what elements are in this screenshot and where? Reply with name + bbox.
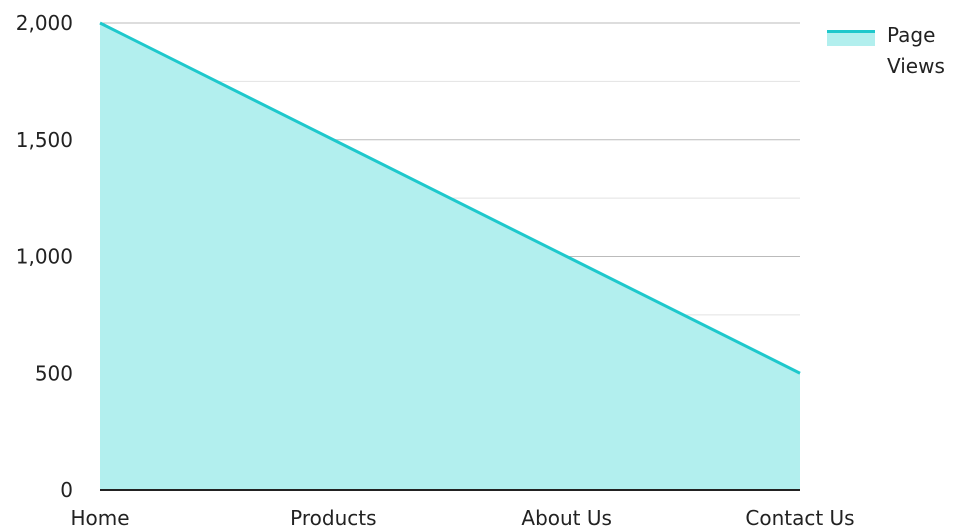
series-area-page-views: [100, 23, 800, 490]
legend-label: Views: [887, 54, 945, 78]
y-tick-label: 500: [35, 361, 73, 385]
y-tick-label: 2,000: [16, 11, 73, 35]
x-tick-label: About Us: [521, 506, 612, 530]
x-tick-label: Home: [70, 506, 129, 530]
y-tick-label: 1,000: [16, 245, 73, 269]
legend-label: Page: [887, 23, 935, 47]
legend[interactable]: Page Views: [827, 23, 945, 78]
x-tick-label: Products: [290, 506, 376, 530]
y-tick-label: 1,500: [16, 128, 73, 152]
x-tick-label: Contact Us: [745, 506, 854, 530]
legend-swatch-fill: [827, 31, 875, 46]
x-axis-ticks: Home Products About Us Contact Us: [70, 506, 854, 530]
series-line-page-views: [99, 21, 801, 375]
y-axis-ticks: 0 500 1,000 1,500 2,000: [16, 11, 73, 502]
y-tick-label: 0: [60, 478, 73, 502]
